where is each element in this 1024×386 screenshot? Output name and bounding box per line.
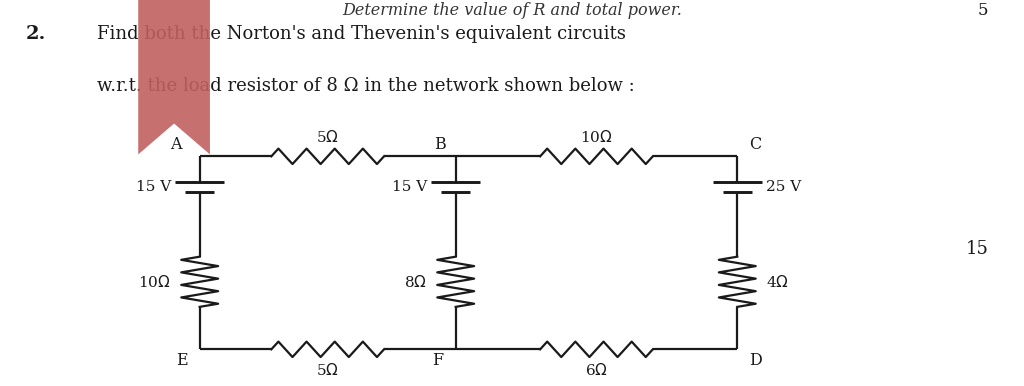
Text: 15 V: 15 V	[136, 180, 171, 194]
Text: 5: 5	[978, 2, 988, 19]
Text: 5$\Omega$: 5$\Omega$	[316, 362, 339, 378]
Text: F: F	[432, 352, 443, 369]
Text: 15: 15	[966, 240, 988, 258]
Text: Find both the Norton's and Thevenin's equivalent circuits: Find both the Norton's and Thevenin's eq…	[97, 25, 626, 43]
Text: E: E	[176, 352, 187, 369]
Text: 15 V: 15 V	[392, 180, 427, 194]
Text: w.r.t. the load resistor of 8 Ω in the network shown below :: w.r.t. the load resistor of 8 Ω in the n…	[97, 77, 635, 95]
Text: 5$\Omega$: 5$\Omega$	[316, 129, 339, 145]
Text: D: D	[750, 352, 762, 369]
Text: 25 V: 25 V	[766, 180, 801, 194]
Polygon shape	[138, 0, 210, 154]
Text: B: B	[434, 136, 445, 153]
Text: 4$\Omega$: 4$\Omega$	[766, 274, 788, 290]
Text: 6$\Omega$: 6$\Omega$	[585, 362, 608, 378]
Text: 2.: 2.	[26, 25, 46, 43]
Text: A: A	[170, 136, 181, 153]
Text: Determine the value of R and total power.: Determine the value of R and total power…	[342, 2, 682, 19]
Text: 10$\Omega$: 10$\Omega$	[138, 274, 171, 290]
Text: 8$\Omega$: 8$\Omega$	[404, 274, 427, 290]
Text: 10$\Omega$: 10$\Omega$	[581, 129, 612, 145]
Text: C: C	[750, 136, 762, 153]
